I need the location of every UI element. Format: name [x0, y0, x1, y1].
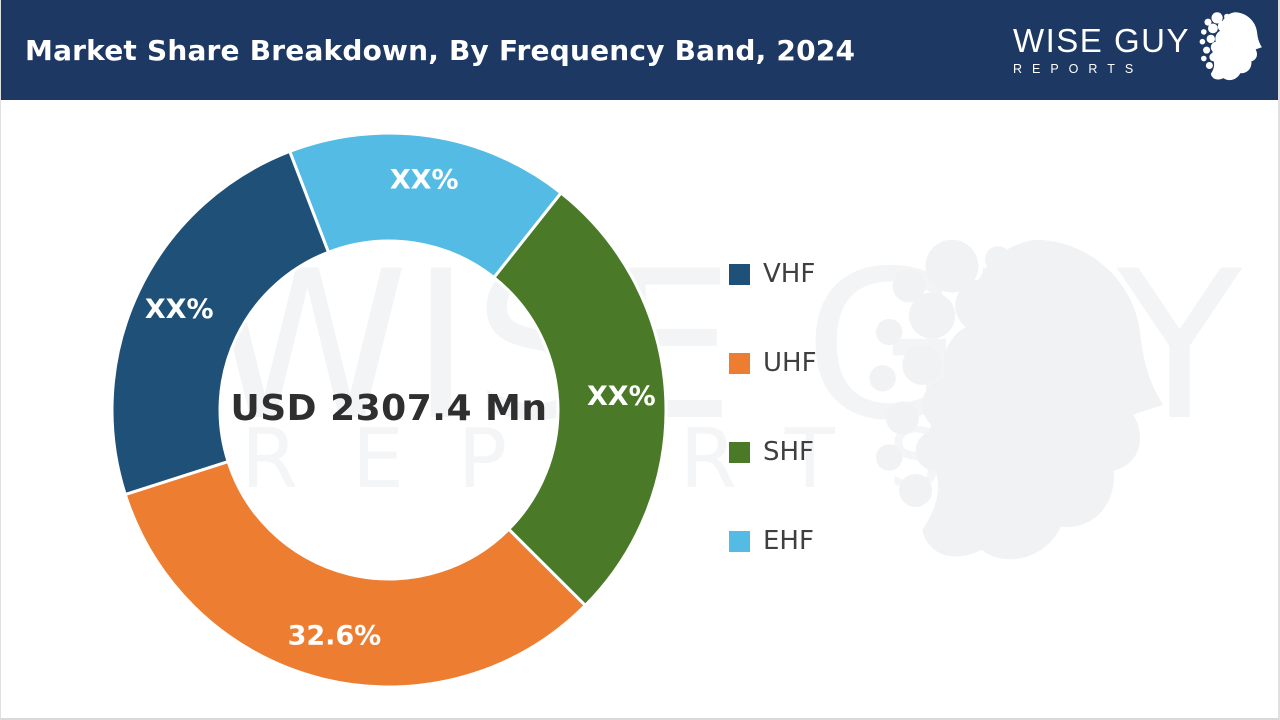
donut-segment-shf: [491, 190, 668, 608]
legend-item-shf: SHF: [729, 436, 817, 468]
legend-label-shf: SHF: [763, 437, 815, 467]
brand-logo: WISE GUY REPORTS: [1013, 8, 1264, 92]
legend-swatch-shf: [729, 441, 750, 463]
brand-text: WISE GUY REPORTS: [1013, 24, 1190, 76]
segment-label-uhf: 32.6%: [288, 621, 382, 652]
brand-subtitle: REPORTS: [1012, 62, 1144, 76]
legend-label-vhf: VHF: [763, 259, 816, 289]
segment-label-vhf: XX%: [145, 294, 214, 325]
legend-swatch-ehf: [729, 530, 750, 552]
page-title: Market Share Breakdown, By Frequency Ban…: [25, 33, 856, 67]
legend-swatch-vhf: [729, 263, 750, 285]
donut-segment-vhf: [110, 149, 331, 497]
header-bar: Market Share Breakdown, By Frequency Ban…: [1, 0, 1278, 100]
segment-label-shf: XX%: [587, 381, 656, 412]
legend-item-uhf: UHF: [729, 347, 817, 379]
watermark-face-icon: [843, 218, 1173, 602]
donut-chart: XX% XX% 32.6% XX%: [110, 131, 668, 689]
chart-area: WISE GUY REPORTS XX%XX%32.6%XX% USD 2307…: [1, 100, 1278, 718]
chart-legend: VHF UHF SHF EHF: [729, 258, 817, 614]
legend-label-ehf: EHF: [763, 526, 814, 556]
segment-label-ehf: XX%: [390, 165, 459, 196]
donut-segment-uhf: [123, 459, 588, 689]
face-profile-icon: [1194, 8, 1264, 92]
legend-item-ehf: EHF: [729, 525, 817, 557]
legend-swatch-uhf: [729, 352, 750, 374]
brand-name: WISE GUY: [1012, 22, 1190, 59]
legend-label-uhf: UHF: [763, 348, 817, 378]
legend-item-vhf: VHF: [729, 258, 817, 290]
donut-center-value: USD 2307.4 Mn: [230, 388, 548, 429]
